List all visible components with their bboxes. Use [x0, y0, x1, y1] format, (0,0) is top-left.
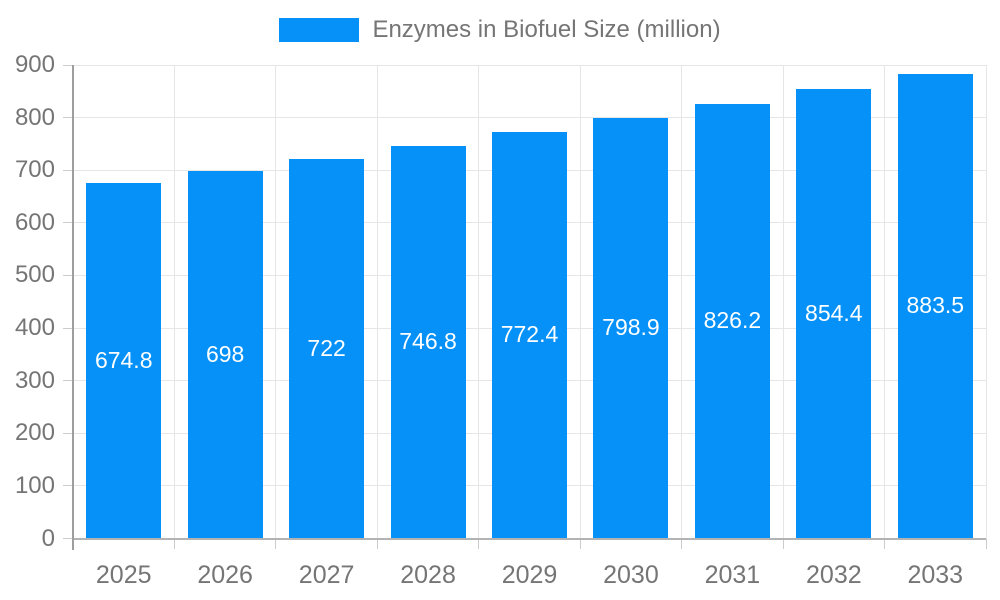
y-axis-tick-label: 500	[14, 261, 55, 289]
x-axis-tick	[782, 538, 784, 549]
y-axis-tick-label: 300	[14, 366, 55, 394]
x-axis-label: 2026	[197, 560, 253, 589]
x-gridline	[884, 65, 886, 539]
x-axis-tick	[478, 538, 480, 549]
x-axis-line	[73, 537, 986, 540]
x-gridline	[478, 65, 480, 539]
y-axis-tick-label: 900	[14, 51, 55, 78]
y-axis-tick	[63, 222, 73, 224]
x-axis-label: 2030	[603, 560, 659, 589]
x-axis-label: 2032	[806, 560, 862, 589]
y-axis-tick	[63, 117, 73, 119]
x-gridline	[376, 65, 378, 539]
y-gridline	[73, 64, 986, 66]
x-axis-label: 2031	[704, 560, 761, 589]
x-axis-label: 2025	[95, 560, 152, 589]
x-axis-tick	[985, 538, 987, 549]
bar-2029[interactable]	[492, 132, 567, 539]
bar-value-label: 772.4	[500, 321, 559, 348]
y-axis-tick	[63, 380, 73, 382]
y-axis-tick-label: 400	[14, 314, 55, 342]
x-axis-tick	[173, 538, 175, 549]
bar-2031[interactable]	[694, 103, 770, 539]
y-axis-tick-label: 200	[14, 419, 55, 447]
bar-2032[interactable]	[796, 88, 872, 539]
bar-2030[interactable]	[593, 118, 669, 539]
x-axis-label: 2027	[298, 560, 355, 589]
y-axis-line	[71, 65, 74, 550]
x-gridline	[681, 65, 683, 539]
y-axis-tick	[63, 327, 73, 329]
y-axis-tick	[63, 432, 73, 434]
x-axis-label: 2029	[501, 560, 558, 589]
bar-2025[interactable]	[86, 183, 162, 539]
x-axis-tick	[884, 538, 886, 549]
y-axis-tick	[63, 64, 73, 66]
bar-value-label: 798.9	[602, 314, 660, 341]
y-axis-tick	[63, 169, 73, 171]
y-axis-tick	[63, 274, 73, 276]
bar-value-label: 698	[205, 340, 245, 367]
y-axis-tick-label: 800	[14, 103, 55, 131]
y-axis-tick-label: 100	[14, 471, 55, 499]
x-gridline	[782, 65, 784, 539]
bar-value-label: 746.8	[399, 328, 457, 355]
bar-2028[interactable]	[390, 145, 466, 539]
x-axis-label: 2028	[400, 560, 456, 589]
y-axis-tick-label: 0	[41, 524, 55, 552]
bar-value-label: 854.4	[805, 299, 863, 326]
x-axis-tick	[681, 538, 683, 549]
x-axis-tick	[376, 538, 378, 549]
bar-value-label: 826.2	[703, 307, 762, 334]
x-axis-tick	[275, 538, 277, 549]
y-axis-tick-label: 600	[14, 208, 55, 236]
x-gridline	[579, 65, 581, 539]
bar-2033[interactable]	[897, 73, 973, 539]
bar-value-label: 722	[307, 334, 346, 361]
y-axis-tick	[63, 485, 73, 487]
legend-swatch-icon	[279, 18, 360, 42]
bar-value-label: 883.5	[906, 292, 965, 319]
bar-value-label: 674.8	[94, 346, 153, 373]
y-gridline	[73, 117, 986, 119]
x-axis-label: 2033	[907, 560, 964, 589]
legend[interactable]: Enzymes in Biofuel Size (million)	[0, 16, 1000, 44]
x-gridline	[173, 65, 175, 539]
x-axis-tick	[579, 538, 581, 549]
x-gridline	[985, 65, 987, 539]
y-axis-tick	[63, 538, 73, 539]
bar-2027[interactable]	[289, 158, 365, 539]
x-gridline	[275, 65, 277, 539]
legend-label: Enzymes in Biofuel Size (million)	[372, 16, 721, 43]
bar-2026[interactable]	[187, 171, 263, 539]
y-axis-tick-label: 700	[14, 156, 55, 184]
